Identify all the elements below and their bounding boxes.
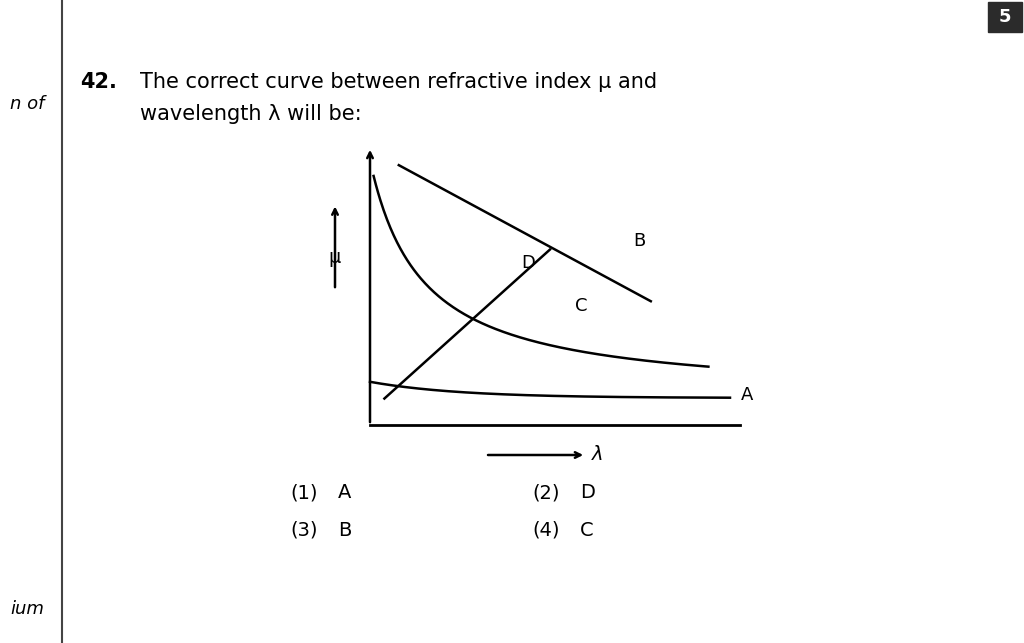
Text: wavelength λ will be:: wavelength λ will be: xyxy=(140,104,361,124)
Text: A: A xyxy=(740,386,754,404)
Text: C: C xyxy=(580,520,594,539)
Text: B: B xyxy=(633,232,645,250)
Text: μ: μ xyxy=(329,248,341,267)
Text: n of: n of xyxy=(10,95,44,113)
Text: (2): (2) xyxy=(532,484,559,502)
Text: ium: ium xyxy=(10,600,44,618)
Text: B: B xyxy=(338,520,351,539)
Text: D: D xyxy=(580,484,595,502)
Text: 5: 5 xyxy=(998,8,1012,26)
Text: A: A xyxy=(338,484,351,502)
Text: 42.: 42. xyxy=(80,72,117,92)
Text: λ: λ xyxy=(592,446,603,464)
Text: The correct curve between refractive index μ and: The correct curve between refractive ind… xyxy=(140,72,657,92)
Text: D: D xyxy=(521,254,536,272)
Text: (3): (3) xyxy=(290,520,317,539)
Text: (1): (1) xyxy=(290,484,317,502)
Text: (4): (4) xyxy=(532,520,559,539)
Text: C: C xyxy=(575,297,588,315)
Bar xyxy=(988,2,1022,32)
